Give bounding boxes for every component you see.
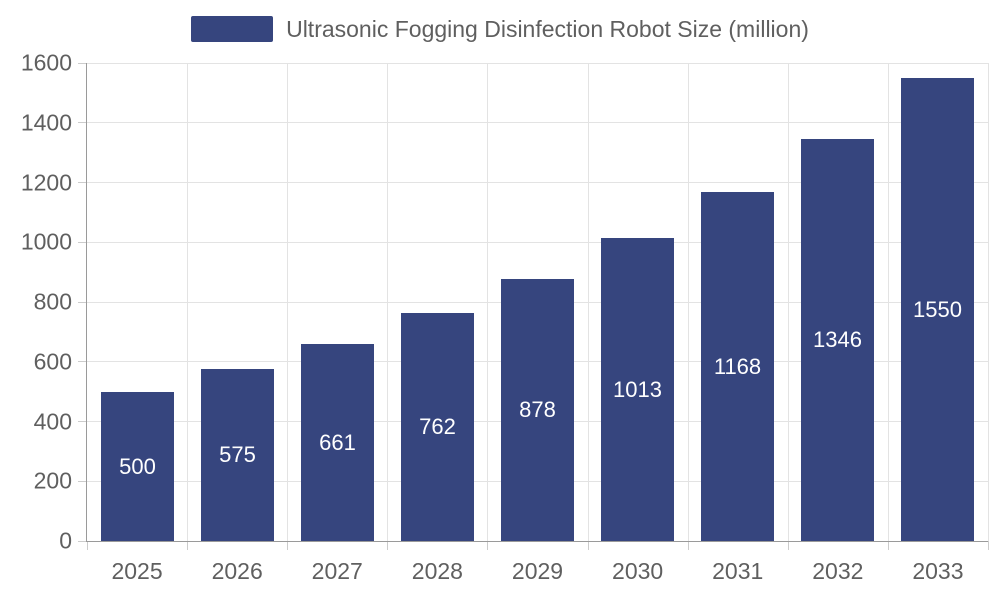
- bar-value-label-2028: 762: [419, 414, 456, 439]
- x-axis-label-2032: 2032: [812, 558, 864, 584]
- y-tick-1400: [78, 122, 87, 124]
- y-tick-400: [78, 421, 87, 422]
- x-axis-line: [86, 541, 988, 542]
- x-tick-6: [687, 541, 689, 550]
- bar-2031: 1168: [701, 192, 774, 541]
- x-tick-9: [987, 541, 989, 550]
- y-tick-label-1400: 1400: [20, 109, 72, 136]
- x-gridline-3: [386, 63, 388, 541]
- x-tick-8: [887, 541, 889, 550]
- y-tick-1200: [78, 182, 87, 183]
- x-tick-7: [787, 541, 789, 550]
- bar-value-label-2031: 1168: [713, 353, 762, 379]
- bar-2033: 1550: [901, 78, 974, 541]
- x-axis-label-2029: 2029: [511, 558, 564, 584]
- bar-2029: 878: [501, 279, 574, 541]
- y-gridline-1600: [87, 62, 988, 64]
- x-tick-0: [86, 541, 88, 550]
- y-tick-800: [78, 301, 87, 303]
- x-axis-label-2030: 2030: [612, 558, 664, 584]
- y-gridline-1200: [87, 182, 988, 183]
- x-tick-3: [386, 541, 388, 550]
- y-tick-label-800: 800: [33, 288, 72, 315]
- y-tick-0: [78, 540, 87, 542]
- legend-swatch[interactable]: [191, 16, 274, 42]
- y-tick-1000: [78, 241, 87, 243]
- bar-value-label-2032: 1346: [813, 327, 862, 352]
- legend[interactable]: Ultrasonic Fogging Disinfection Robot Si…: [0, 16, 1000, 42]
- y-tick-label-0: 0: [59, 527, 72, 554]
- bar-value-label-2026: 575: [219, 442, 256, 467]
- x-gridline-6: [687, 63, 689, 541]
- x-gridline-2: [286, 63, 288, 541]
- x-gridline-9: [987, 63, 989, 541]
- y-tick-label-1200: 1200: [20, 169, 72, 195]
- y-tick-label-200: 200: [33, 467, 72, 494]
- x-gridline-4: [486, 63, 488, 541]
- y-tick-600: [78, 361, 87, 363]
- bar-2026: 575: [201, 369, 274, 541]
- y-axis-line: [86, 63, 87, 541]
- bar-2032: 1346: [801, 139, 874, 541]
- y-tick-label-600: 600: [33, 348, 72, 375]
- bar-value-label-2030: 1013: [613, 376, 662, 402]
- x-axis-label-2033: 2033: [912, 558, 964, 584]
- x-tick-5: [587, 541, 589, 550]
- x-tick-2: [286, 541, 288, 550]
- x-gridline-1: [186, 63, 188, 541]
- x-axis-label-2027: 2027: [311, 558, 363, 584]
- y-tick-label-1600: 1600: [20, 49, 72, 76]
- legend-label[interactable]: Ultrasonic Fogging Disinfection Robot Si…: [286, 16, 809, 42]
- x-gridline-5: [587, 63, 589, 541]
- y-tick-1600: [78, 62, 87, 64]
- bar-2028: 762: [401, 313, 474, 541]
- bar-2025: 500: [101, 392, 174, 541]
- bar-value-label-2027: 661: [319, 429, 356, 455]
- x-axis-label-2028: 2028: [411, 558, 463, 584]
- bar-value-label-2025: 500: [119, 453, 156, 479]
- y-tick-200: [78, 480, 87, 482]
- x-axis-label-2025: 2025: [111, 558, 163, 584]
- plot-area: 0 200 400 600 800 1000 1200 1400 1600 500 2025 575 2…: [21, 50, 989, 584]
- bar-2030: 1013: [601, 238, 674, 541]
- x-tick-1: [186, 541, 188, 550]
- y-tick-label-1000: 1000: [20, 228, 72, 255]
- y-tick-label-400: 400: [33, 408, 72, 434]
- x-axis-label-2031: 2031: [712, 558, 764, 584]
- y-gridline-1000: [87, 241, 988, 243]
- x-gridline-7: [787, 63, 789, 541]
- x-axis-label-2026: 2026: [211, 558, 263, 584]
- x-tick-4: [486, 541, 488, 550]
- y-gridline-1400: [87, 122, 988, 124]
- bar-value-label-2033: 1550: [913, 296, 962, 322]
- x-gridline-8: [887, 63, 889, 541]
- bar-2027: 661: [301, 344, 374, 541]
- bar-value-label-2029: 878: [519, 397, 556, 422]
